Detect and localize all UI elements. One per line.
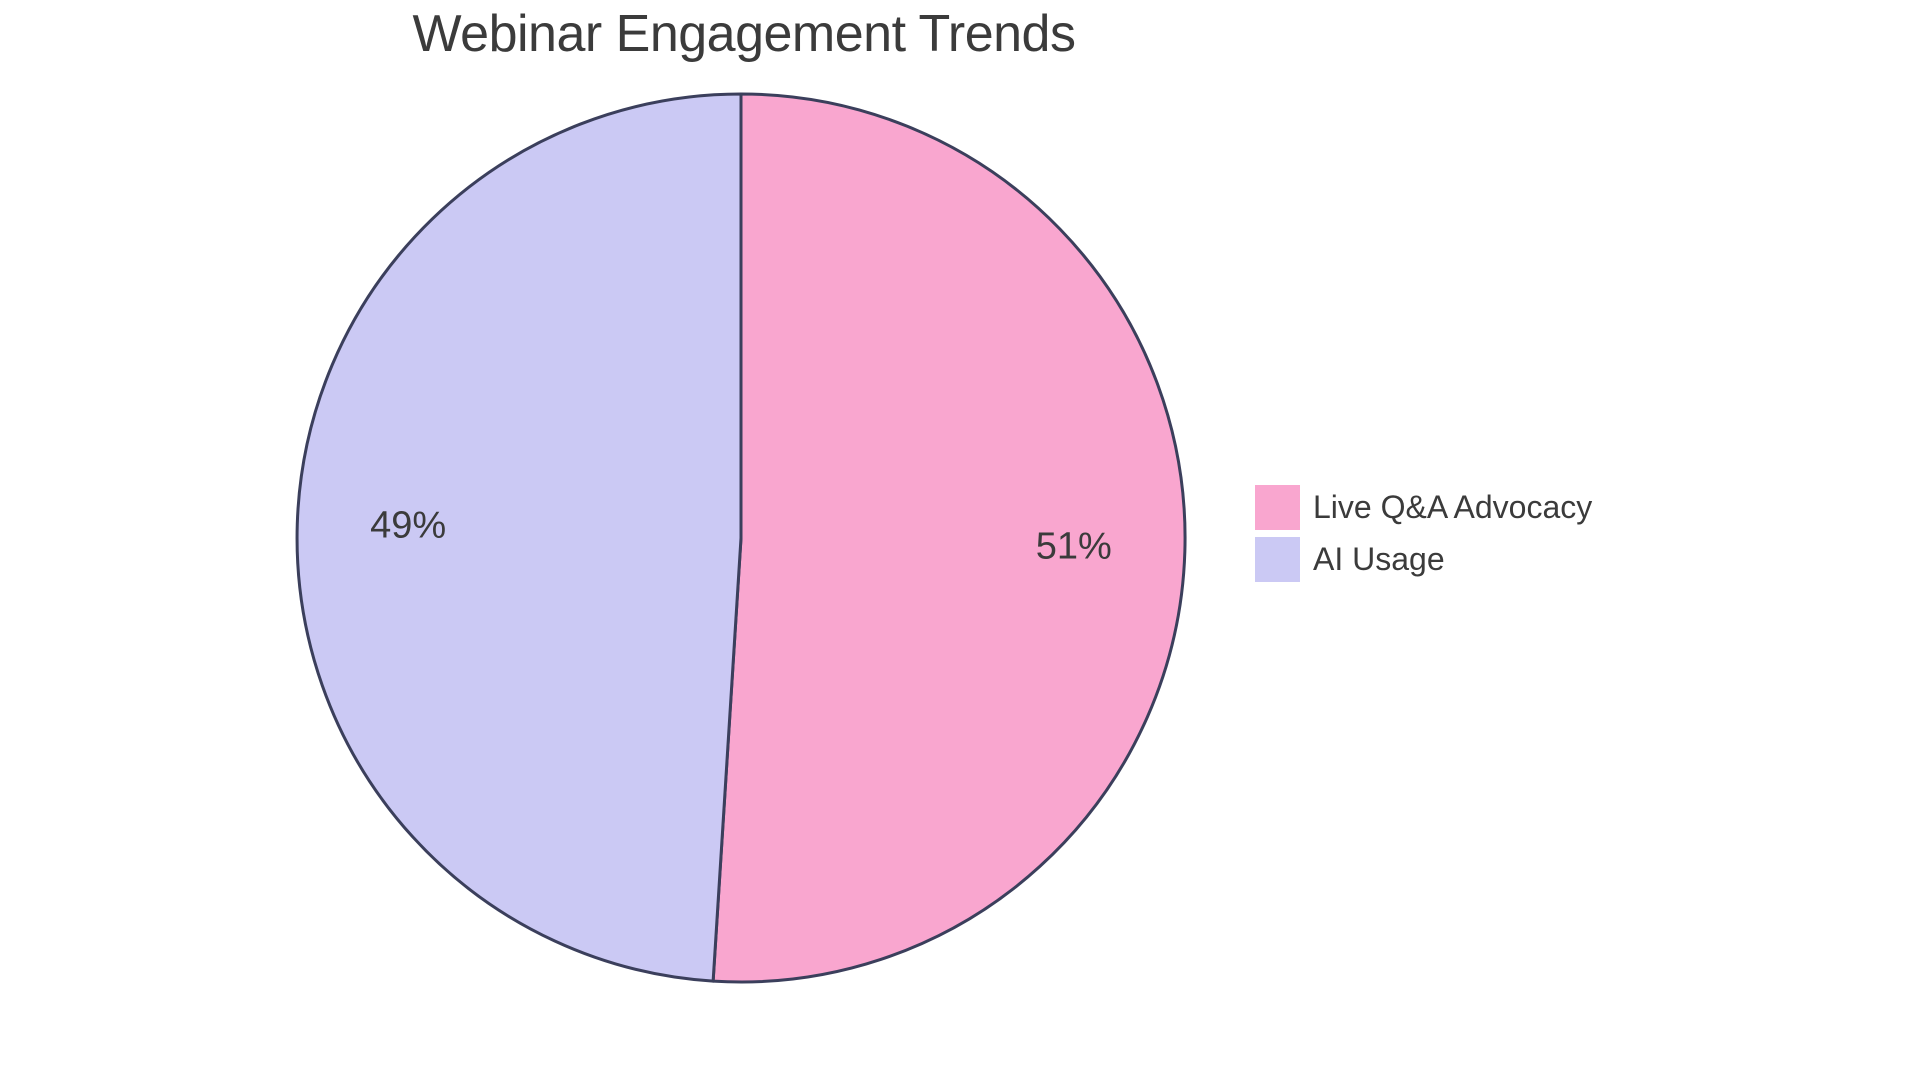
pie-slice-ai-usage bbox=[295, 92, 743, 983]
legend: Live Q&A Advocacy AI Usage bbox=[1255, 485, 1592, 589]
chart-title: Webinar Engagement Trends bbox=[412, 5, 1076, 63]
slice-label-ai-usage: 49% bbox=[370, 505, 446, 547]
slice-label-live-q-a-advocacy: 51% bbox=[1036, 526, 1112, 568]
legend-item-ai-usage: AI Usage bbox=[1255, 537, 1592, 582]
legend-item-live-qa-advocacy: Live Q&A Advocacy bbox=[1255, 485, 1592, 530]
pie-chart: 51% 49% bbox=[295, 92, 1187, 984]
legend-label-ai-usage: AI Usage bbox=[1313, 541, 1445, 577]
legend-swatch-live-qa-advocacy bbox=[1255, 485, 1300, 530]
pie-slice-live-q-a-advocacy bbox=[711, 92, 1187, 984]
legend-swatch-ai-usage bbox=[1255, 537, 1300, 582]
legend-label-live-qa-advocacy: Live Q&A Advocacy bbox=[1313, 489, 1593, 525]
